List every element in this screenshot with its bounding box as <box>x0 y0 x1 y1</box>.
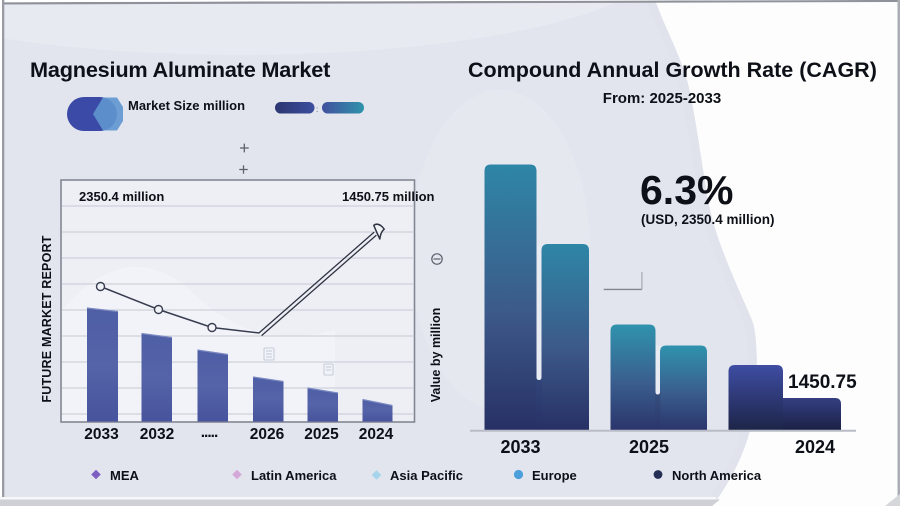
svg-text::: : <box>316 105 318 114</box>
